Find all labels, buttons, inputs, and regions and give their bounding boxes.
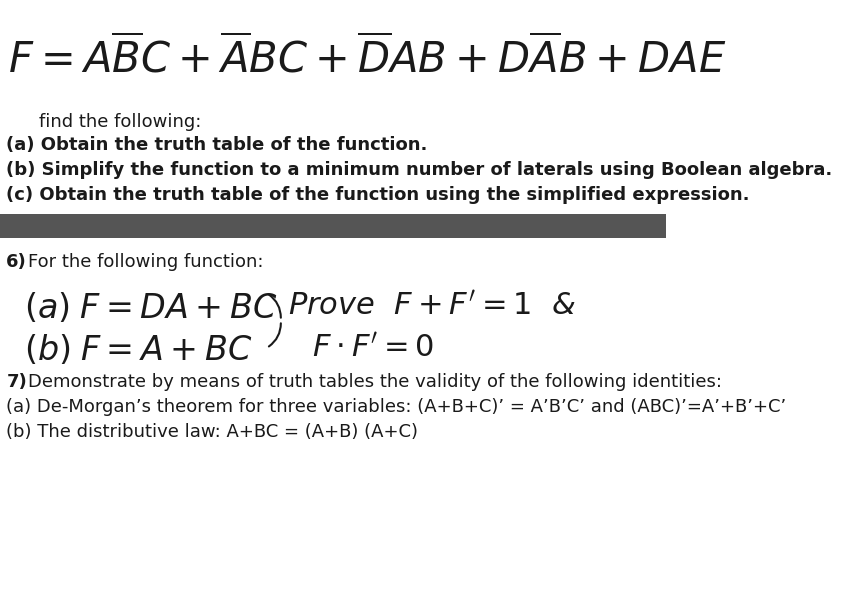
Text: $F = A\overline{B}C + \overline{A}BC + \overline{D}AB + D\overline{A}B + DAE$: $F = A\overline{B}C + \overline{A}BC + \…: [8, 36, 727, 81]
Text: $(a)\;F = DA + BC$: $(a)\;F = DA + BC$: [24, 291, 277, 325]
Text: 7): 7): [6, 373, 27, 391]
Text: (a) De-Morgan’s theorem for three variables: (A+B+C)’ = A’B’C’ and (ABC)’=A’+B’+: (a) De-Morgan’s theorem for three variab…: [6, 398, 787, 416]
Text: Demonstrate by means of truth tables the validity of the following identities:: Demonstrate by means of truth tables the…: [28, 373, 722, 391]
Text: find the following:: find the following:: [40, 113, 202, 131]
Text: (c) Obtain the truth table of the function using the simplified expression.: (c) Obtain the truth table of the functi…: [6, 186, 749, 204]
Text: (b) The distributive law: A+BC = (A+B) (A+C): (b) The distributive law: A+BC = (A+B) (…: [6, 423, 419, 441]
Text: (a) Obtain the truth table of the function.: (a) Obtain the truth table of the functi…: [6, 136, 428, 154]
Bar: [0, 214, 666, 238]
Text: $F \cdot F' = 0$: $F \cdot F' = 0$: [311, 333, 434, 362]
Text: (b) Simplify the function to a minimum number of laterals using Boolean algebra.: (b) Simplify the function to a minimum n…: [6, 161, 832, 179]
Text: $(b)\;F = A + BC$: $(b)\;F = A + BC$: [24, 333, 252, 367]
Text: 6): 6): [6, 253, 27, 271]
Text: For the following function:: For the following function:: [28, 253, 263, 271]
Text: Prove  $F+F'=1$  &: Prove $F+F'=1$ &: [288, 291, 576, 320]
